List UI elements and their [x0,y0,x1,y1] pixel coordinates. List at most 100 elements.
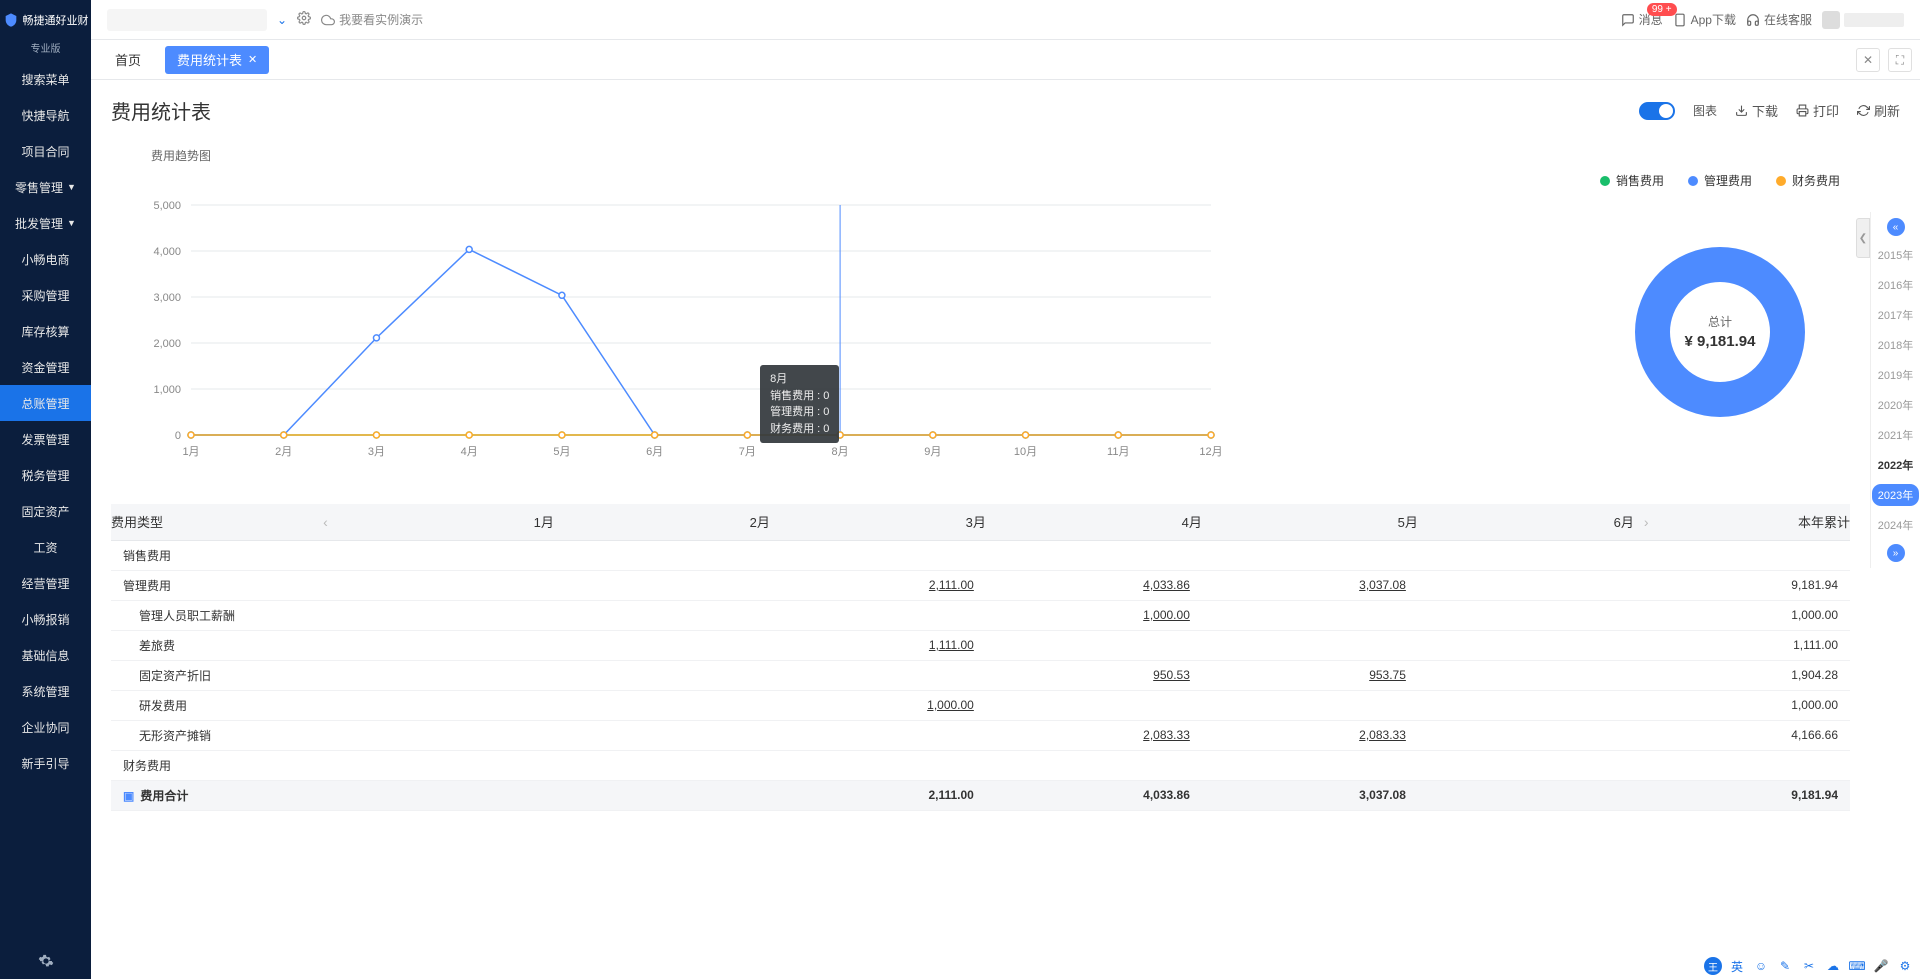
sidebar-item-6[interactable]: 采购管理 [0,277,91,313]
table-row: 管理人员职工薪酬1,000.001,000.00 [111,600,1850,630]
sidebar-item-5[interactable]: 小畅电商 [0,241,91,277]
cell[interactable]: 1,111.00 [770,630,986,660]
table-row: 研发费用1,000.001,000.00 [111,690,1850,720]
sidebar-item-8[interactable]: 资金管理 [0,349,91,385]
year-option[interactable]: 2017年 [1872,304,1919,326]
svg-text:6月: 6月 [646,446,663,458]
tray-wangwang-icon[interactable]: 王 [1704,957,1722,975]
top-settings-icon[interactable] [297,11,311,28]
tray-gear-icon[interactable]: ⚙ [1896,957,1914,975]
sidebar-item-18[interactable]: 企业协同 [0,709,91,745]
sidebar-item-7[interactable]: 库存核算 [0,313,91,349]
sidebar-item-4[interactable]: 批发管理▼ [0,205,91,241]
chart-toggle[interactable] [1639,102,1675,120]
sidebar-item-12[interactable]: 固定资产 [0,493,91,529]
print-button[interactable]: 打印 [1796,101,1839,120]
th-month: 5月 [1202,504,1418,540]
cell [986,750,1202,780]
tray-mic-icon[interactable]: 🎤 [1872,957,1890,975]
year-option[interactable]: 2016年 [1872,274,1919,296]
legend-item[interactable]: 销售费用 [1600,172,1664,189]
sidebar-item-2[interactable]: 项目合同 [0,133,91,169]
cell [770,750,986,780]
cell[interactable]: 2,083.33 [1202,720,1418,750]
cell[interactable]: 1,000.00 [770,690,986,720]
year-scroll-up-icon[interactable]: « [1887,218,1905,236]
sidebar-item-19[interactable]: 新手引导 [0,745,91,781]
cell[interactable]: 953.75 [1202,660,1418,690]
cell [1418,750,1634,780]
messages-button[interactable]: 消息 99 + [1621,11,1663,28]
svg-text:9月: 9月 [924,446,941,458]
table-row: 财务费用 [111,750,1850,780]
cell[interactable]: 1,000.00 [986,600,1202,630]
sidebar-item-15[interactable]: 小畅报销 [0,601,91,637]
cell[interactable]: 2,083.33 [986,720,1202,750]
tab-close-all-icon[interactable]: ✕ [1856,48,1880,72]
tray-keyboard-icon[interactable]: ⌨ [1848,957,1866,975]
sidebar-item-9[interactable]: 总账管理 [0,385,91,421]
tab-1[interactable]: 费用统计表✕ [165,46,269,74]
donut-chart[interactable]: 总计¥ 9,181.94 [1560,195,1880,468]
user-name-placeholder [1844,13,1904,27]
tray-ime-icon[interactable]: 英 [1728,957,1746,975]
total-cell: 2,111.00 [770,780,986,810]
year-option[interactable]: 2018年 [1872,334,1919,356]
cell [338,660,554,690]
legend-dot-icon [1600,176,1610,186]
refresh-button[interactable]: 刷新 [1857,101,1900,120]
sidebar-item-13[interactable]: 工资 [0,529,91,565]
svg-text:3月: 3月 [368,446,385,458]
cell [770,600,986,630]
app-download-button[interactable]: App下载 [1673,11,1736,28]
svg-text:4,000: 4,000 [153,246,181,258]
tenant-selector[interactable] [107,9,267,31]
demo-link[interactable]: 我要看实例演示 [321,11,423,28]
user-menu[interactable] [1822,11,1904,29]
sidebar-item-3[interactable]: 零售管理▼ [0,169,91,205]
year-option[interactable]: 2021年 [1872,424,1919,446]
year-option[interactable]: 2024年 [1872,514,1919,536]
legend-item[interactable]: 财务费用 [1776,172,1840,189]
year-option[interactable]: 2020年 [1872,394,1919,416]
row-label: 差旅费 [111,630,338,660]
year-option[interactable]: 2015年 [1872,244,1919,266]
download-button[interactable]: 下载 [1735,101,1778,120]
fullscreen-icon[interactable]: ⛶ [1888,48,1912,72]
sum-icon: ▣ [123,789,134,803]
sidebar-item-17[interactable]: 系统管理 [0,673,91,709]
refresh-icon [1857,104,1870,117]
tray-edit-icon[interactable]: ✎ [1776,957,1794,975]
sidebar-item-10[interactable]: 发票管理 [0,421,91,457]
sidebar-item-1[interactable]: 快捷导航 [0,97,91,133]
tray-scissors-icon[interactable]: ✂ [1800,957,1818,975]
support-button[interactable]: 在线客服 [1746,11,1812,28]
tab-0[interactable]: 首页 [103,46,153,74]
year-rail-collapse[interactable]: ❮ [1856,218,1870,258]
year-scroll-down-icon[interactable]: » [1887,544,1905,562]
svg-text:5,000: 5,000 [153,200,181,212]
table-prev-icon[interactable]: ‹ [323,514,328,530]
sidebar-item-11[interactable]: 税务管理 [0,457,91,493]
year-option[interactable]: 2023年 [1872,484,1919,506]
cell[interactable]: 950.53 [986,660,1202,690]
tenant-caret-icon[interactable]: ⌄ [277,13,287,27]
cell[interactable]: 2,111.00 [770,570,986,600]
tray-cloud-icon[interactable]: ☁ [1824,957,1842,975]
sidebar-item-16[interactable]: 基础信息 [0,637,91,673]
row-total [1634,750,1850,780]
cell [338,570,554,600]
legend-item[interactable]: 管理费用 [1688,172,1752,189]
sidebar-item-14[interactable]: 经营管理 [0,565,91,601]
year-option[interactable]: 2019年 [1872,364,1919,386]
cell[interactable]: 4,033.86 [986,570,1202,600]
tab-close-icon[interactable]: ✕ [248,53,257,66]
sidebar-settings-icon[interactable] [0,943,91,979]
year-option[interactable]: 2022年 [1872,454,1919,476]
table-next-icon[interactable]: › [1644,514,1649,530]
tray-emoji-icon[interactable]: ☺ [1752,957,1770,975]
cell [338,720,554,750]
sidebar-item-0[interactable]: 搜索菜单 [0,61,91,97]
cell[interactable]: 3,037.08 [1202,570,1418,600]
line-chart[interactable]: 01,0002,0003,0004,0005,0001月2月3月4月5月6月7月… [131,195,1560,468]
